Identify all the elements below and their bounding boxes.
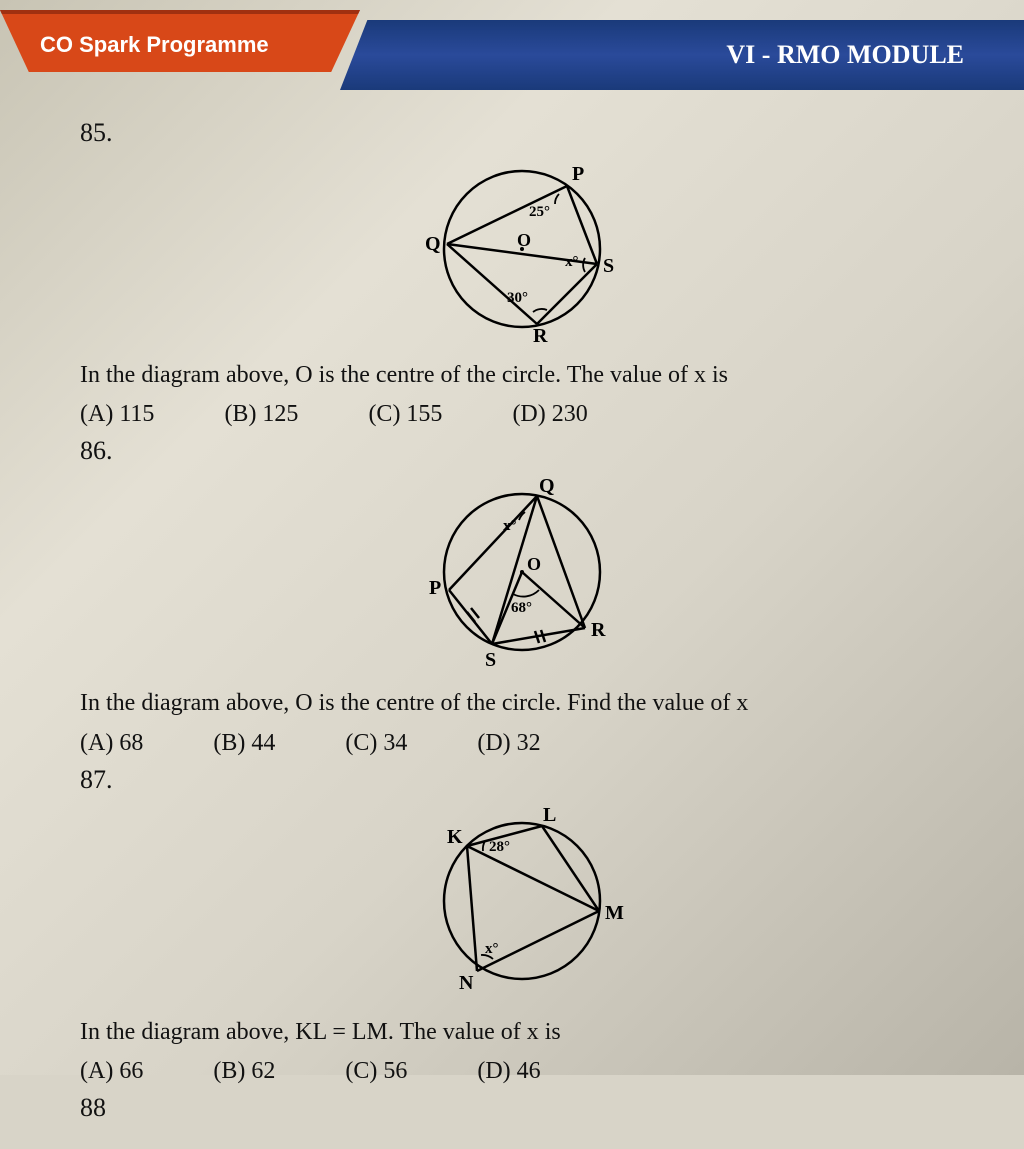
- label-Q86: Q: [539, 475, 555, 497]
- q86-diagram: Q P S R O x° 68°: [80, 472, 964, 677]
- program-tab: CO Spark Programme: [0, 10, 360, 72]
- q87-opt-a: (A) 66: [80, 1058, 143, 1085]
- q86-opt-b: (B) 44: [213, 730, 275, 757]
- angle-x-85: x°: [565, 254, 579, 270]
- q86-text: In the diagram above, O is the centre of…: [80, 687, 964, 719]
- angle-x-87: x°: [485, 941, 499, 957]
- q85-options: (A) 115 (B) 125 (C) 155 (D) 230: [80, 401, 964, 428]
- angle-30: 30°: [507, 290, 528, 306]
- label-K: K: [447, 826, 463, 848]
- q87-text: In the diagram above, KL = LM. The value…: [80, 1016, 964, 1048]
- q86-number: 86.: [80, 436, 964, 466]
- q85-opt-c: (C) 155: [368, 401, 442, 428]
- content: 85. P Q: [0, 100, 1024, 1149]
- label-Q: Q: [425, 233, 441, 255]
- q87-diagram: K L M N 28° x°: [80, 801, 964, 1006]
- q87-opt-c: (C) 56: [345, 1058, 407, 1085]
- program-label: CO Spark Programme: [40, 32, 269, 57]
- label-P: P: [572, 163, 584, 185]
- module-label: VI - RMO MODULE: [726, 40, 964, 70]
- label-S: S: [603, 255, 614, 277]
- label-L: L: [543, 804, 556, 826]
- label-R86: R: [591, 619, 606, 641]
- label-N: N: [459, 972, 474, 994]
- q87-options: (A) 66 (B) 62 (C) 56 (D) 46: [80, 1058, 964, 1085]
- q86-opt-d: (D) 32: [477, 730, 540, 757]
- label-O: O: [517, 230, 531, 250]
- q85-opt-a: (A) 115: [80, 401, 154, 428]
- q85-opt-d: (D) 230: [512, 401, 587, 428]
- angle-28: 28°: [489, 839, 510, 855]
- label-R: R: [533, 325, 548, 344]
- q88-number: 88: [80, 1093, 964, 1123]
- angle-x-86: x°: [503, 518, 517, 534]
- label-P86: P: [429, 577, 441, 599]
- module-bar: VI - RMO MODULE: [340, 20, 1024, 90]
- q87-number: 87.: [80, 765, 964, 795]
- angle-25: 25°: [529, 204, 550, 220]
- q86-options: (A) 68 (B) 44 (C) 34 (D) 32: [80, 730, 964, 757]
- q85-diagram: P Q R S O 25° 30° x°: [80, 154, 964, 349]
- q86-opt-c: (C) 34: [345, 730, 407, 757]
- header-bar: CO Spark Programme VI - RMO MODULE: [0, 0, 1024, 100]
- q87-opt-d: (D) 46: [477, 1058, 540, 1085]
- angle-68: 68°: [511, 600, 532, 616]
- q85-number: 85.: [80, 118, 964, 148]
- q85-text: In the diagram above, O is the centre of…: [80, 359, 964, 391]
- label-S86: S: [485, 649, 496, 671]
- q85-opt-b: (B) 125: [224, 401, 298, 428]
- q86-opt-a: (A) 68: [80, 730, 143, 757]
- label-M: M: [605, 902, 624, 924]
- q87-opt-b: (B) 62: [213, 1058, 275, 1085]
- label-O86: O: [527, 554, 541, 574]
